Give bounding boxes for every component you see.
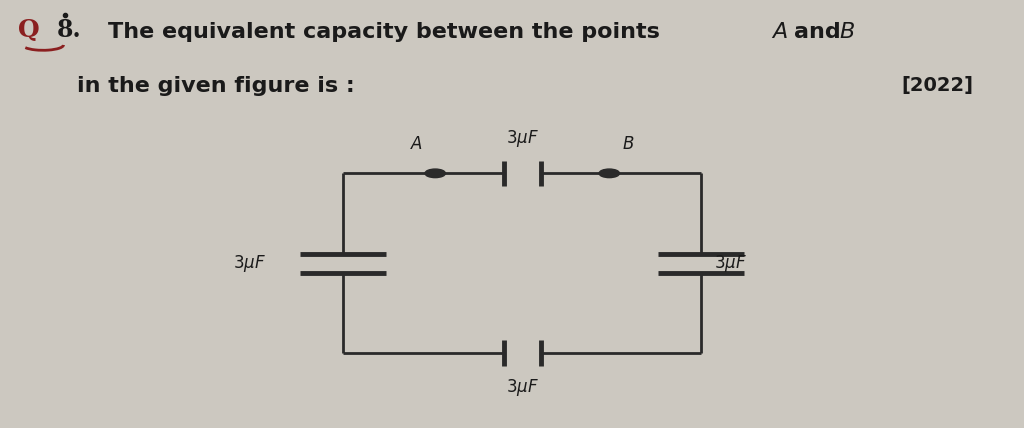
Text: $3\mu F$: $3\mu F$ <box>233 253 266 274</box>
Text: and: and <box>794 22 848 42</box>
Text: [2022]: [2022] <box>901 76 973 95</box>
Text: in the given figure is :: in the given figure is : <box>77 76 354 95</box>
Text: $\it{B}$: $\it{B}$ <box>839 21 855 43</box>
Text: $3\mu F$: $3\mu F$ <box>506 377 539 398</box>
Text: 8.: 8. <box>56 18 81 42</box>
Text: $3\mu F$: $3\mu F$ <box>714 253 746 274</box>
Circle shape <box>599 169 620 178</box>
Text: Q: Q <box>18 18 40 42</box>
Text: $A$: $A$ <box>411 136 423 153</box>
Text: $B$: $B$ <box>622 136 634 153</box>
Text: The equivalent capacity between the points: The equivalent capacity between the poin… <box>108 22 668 42</box>
Circle shape <box>425 169 445 178</box>
Text: $3\mu F$: $3\mu F$ <box>506 128 539 149</box>
Text: $\it{A}$: $\it{A}$ <box>771 21 787 43</box>
